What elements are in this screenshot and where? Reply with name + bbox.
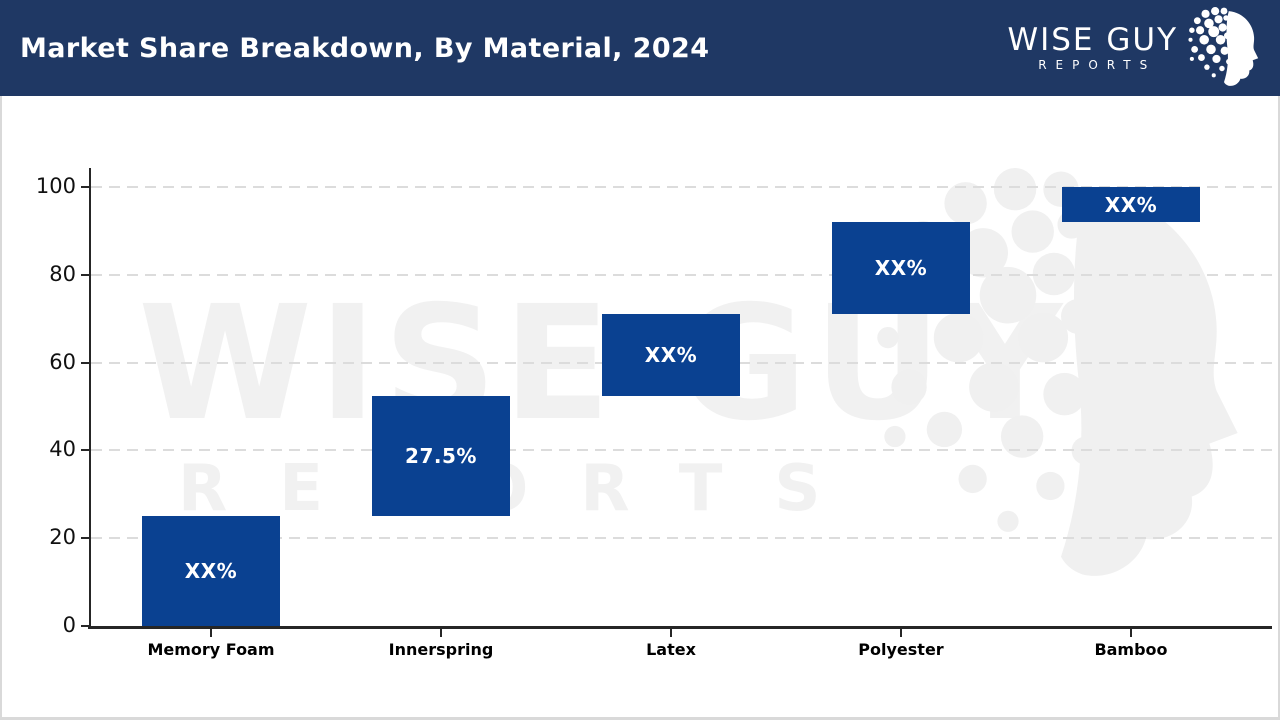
- x-tickmark-3: [900, 629, 902, 637]
- x-category-label-3: Polyester: [858, 640, 944, 659]
- logo-subtitle-text: REPORTS: [1038, 58, 1157, 73]
- bar-value-label: XX%: [1104, 192, 1158, 217]
- y-tick-label-0: 0: [62, 613, 76, 637]
- bar-value-label: XX%: [874, 256, 928, 281]
- x-tickmark-2: [670, 629, 672, 637]
- y-tick-label-60: 60: [49, 349, 76, 374]
- x-tickmark-1: [440, 629, 442, 637]
- gridline-80: [91, 273, 1272, 276]
- x-category-label-4: Bamboo: [1094, 640, 1168, 659]
- y-tickmark-80: [81, 273, 89, 276]
- y-tickmark-40: [81, 449, 89, 452]
- y-tick-label-20: 20: [49, 525, 76, 550]
- logo-head-icon: [1188, 7, 1259, 86]
- y-tickmark-0: [81, 625, 89, 627]
- x-category-label-1: Innerspring: [388, 640, 494, 659]
- chart-title: Market Share Breakdown, By Material, 202…: [20, 32, 710, 64]
- x-tickmark-4: [1130, 629, 1132, 637]
- y-tickmark-60: [81, 361, 89, 364]
- gridline-40: [91, 449, 1272, 452]
- bar-value-label: XX%: [184, 559, 238, 584]
- y-tick-label-40: 40: [49, 437, 76, 462]
- y-axis-line: [89, 168, 91, 629]
- bar-memory-foam: XX%: [142, 516, 280, 626]
- y-tickmark-100: [81, 186, 89, 188]
- y-tick-label-80: 80: [49, 261, 76, 286]
- logo-name-text: WISE GUY: [1007, 21, 1178, 58]
- bar-innerspring: 27.5%: [372, 395, 510, 517]
- y-tick-label-100: 100: [35, 174, 76, 198]
- bar-polyester: XX%: [832, 222, 970, 315]
- bar-latex: XX%: [602, 314, 740, 396]
- bar-bamboo: XX%: [1062, 187, 1200, 223]
- gridline-20: [91, 537, 1272, 540]
- gridline-100: [91, 186, 1272, 188]
- logo-wordmark: WISE GUY REPORTS: [1007, 24, 1178, 73]
- x-category-label-0: Memory Foam: [147, 640, 275, 659]
- bar-value-label: XX%: [644, 342, 698, 367]
- header: Market Share Breakdown, By Material, 202…: [0, 0, 1280, 96]
- y-tickmark-20: [81, 537, 89, 540]
- x-axis-line: [88, 626, 1272, 629]
- x-tickmark-0: [210, 629, 212, 637]
- wise-guy-logo: WISE GUY REPORTS: [1007, 7, 1266, 89]
- bar-value-label: 27.5%: [405, 443, 477, 468]
- x-category-label-2: Latex: [646, 640, 696, 659]
